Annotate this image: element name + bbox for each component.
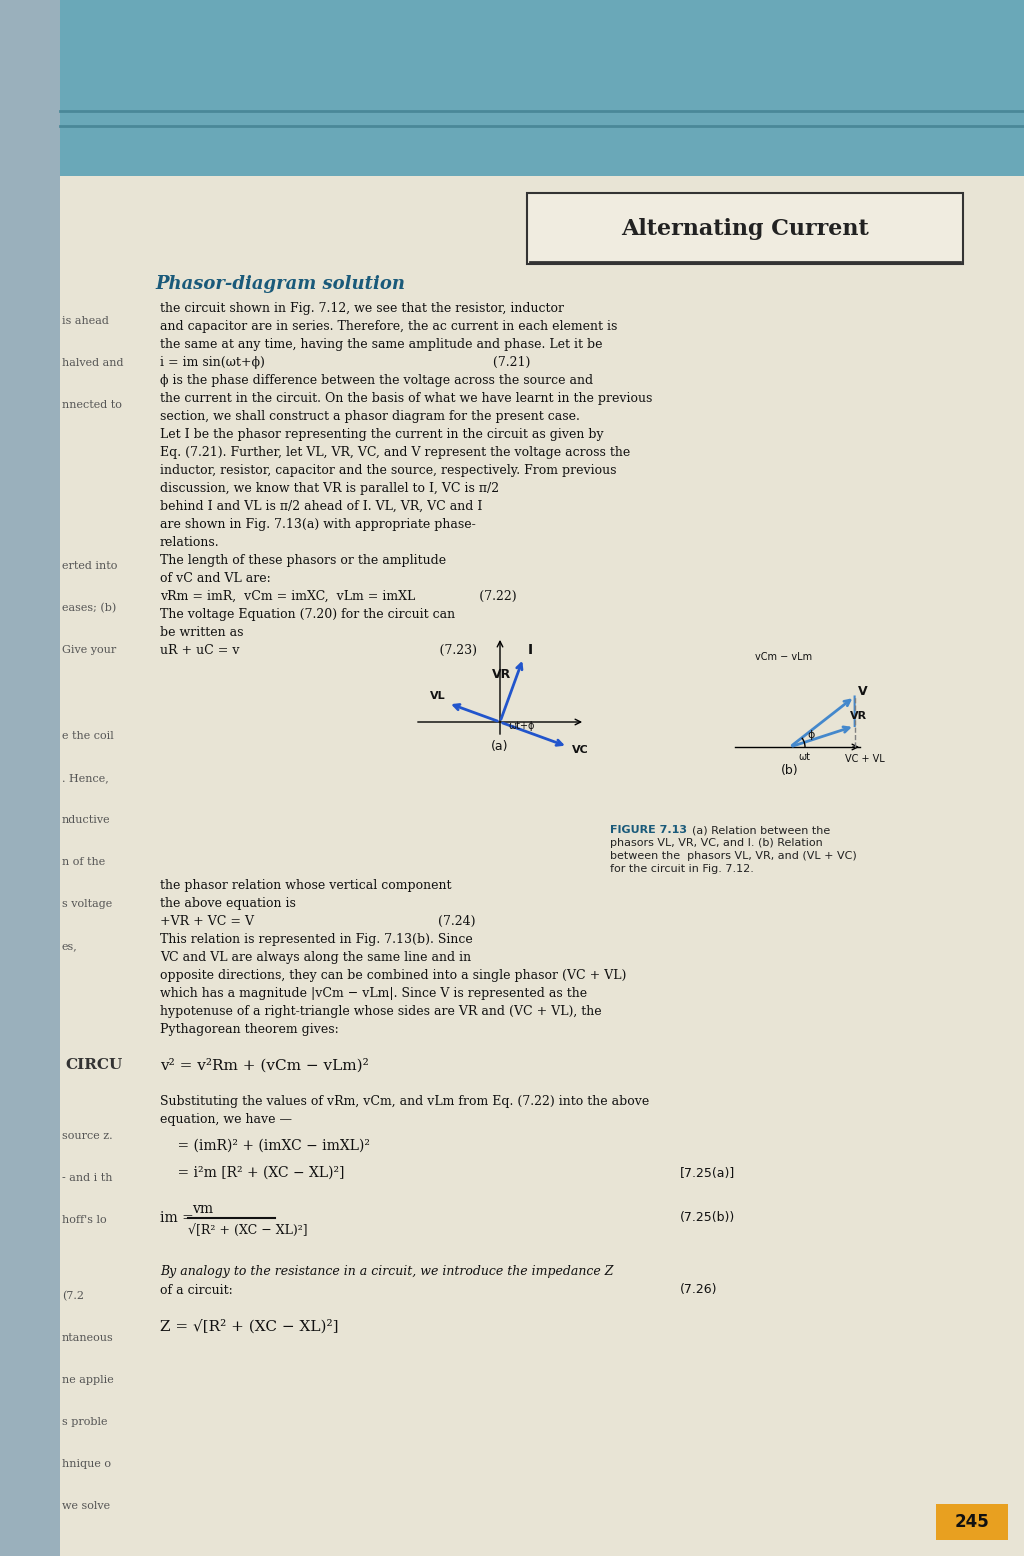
Text: V: V <box>858 685 867 697</box>
Text: (7.2: (7.2 <box>62 1291 84 1301</box>
Text: which has a magnitude |vCm − vLm|. Since V is represented as the: which has a magnitude |vCm − vLm|. Since… <box>160 987 587 999</box>
Text: ntaneous: ntaneous <box>62 1333 114 1343</box>
Text: source z.: source z. <box>62 1131 113 1141</box>
Text: (a): (a) <box>492 741 509 753</box>
Text: The voltage Equation (7.20) for the circuit can: The voltage Equation (7.20) for the circ… <box>160 607 455 621</box>
Text: - and i th: - and i th <box>62 1173 113 1183</box>
Text: discussion, we know that VR is parallel to I, VC is π/2: discussion, we know that VR is parallel … <box>160 481 499 495</box>
Text: section, we shall construct a phasor diagram for the present case.: section, we shall construct a phasor dia… <box>160 409 580 423</box>
Text: opposite directions, they can be combined into a single phasor (VC + VL): opposite directions, they can be combine… <box>160 968 627 982</box>
Text: Eq. (7.21). Further, let VL, VR, VC, and V represent the voltage across the: Eq. (7.21). Further, let VL, VR, VC, and… <box>160 445 630 459</box>
Text: e the coil: e the coil <box>62 731 114 741</box>
Polygon shape <box>0 0 60 1556</box>
Text: is ahead: is ahead <box>62 316 109 327</box>
Text: CIRCU: CIRCU <box>65 1058 122 1072</box>
Text: √[R² + (XC − XL)²]: √[R² + (XC − XL)²] <box>188 1223 307 1237</box>
Text: Alternating Current: Alternating Current <box>622 218 869 240</box>
Text: s voltage: s voltage <box>62 899 113 909</box>
Text: the phasor relation whose vertical component: the phasor relation whose vertical compo… <box>160 879 452 892</box>
Text: I: I <box>527 643 532 657</box>
Text: and capacitor are in series. Therefore, the ac current in each element is: and capacitor are in series. Therefore, … <box>160 319 617 333</box>
Text: FIGURE 7.13: FIGURE 7.13 <box>610 825 687 836</box>
Text: ϕ is the phase difference between the voltage across the source and: ϕ is the phase difference between the vo… <box>160 373 593 386</box>
Text: hoff's lo: hoff's lo <box>62 1215 106 1225</box>
Text: ϕ: ϕ <box>807 730 814 741</box>
Text: (b): (b) <box>781 764 799 776</box>
Text: v² = v²Rm + (vCm − vLm)²: v² = v²Rm + (vCm − vLm)² <box>160 1058 369 1072</box>
Text: (7.25(b)): (7.25(b)) <box>680 1212 735 1225</box>
Text: hypotenuse of a right-triangle whose sides are VR and (VC + VL), the: hypotenuse of a right-triangle whose sid… <box>160 1005 602 1018</box>
Text: VR: VR <box>850 711 866 720</box>
Text: (a) Relation between the: (a) Relation between the <box>692 825 830 836</box>
Polygon shape <box>60 0 1024 176</box>
Text: eases; (b): eases; (b) <box>62 602 117 613</box>
Text: nductive: nductive <box>62 815 111 825</box>
Text: are shown in Fig. 7.13(a) with appropriate phase-: are shown in Fig. 7.13(a) with appropria… <box>160 518 476 531</box>
Text: of a circuit:: of a circuit: <box>160 1284 232 1296</box>
Text: VC + VL: VC + VL <box>845 755 885 764</box>
Text: Give your: Give your <box>62 646 117 655</box>
Text: Let I be the phasor representing the current in the circuit as given by: Let I be the phasor representing the cur… <box>160 428 603 440</box>
Text: Substituting the values of vRm, vCm, and vLm from Eq. (7.22) into the above: Substituting the values of vRm, vCm, and… <box>160 1094 649 1108</box>
Text: VC and VL are always along the same line and in: VC and VL are always along the same line… <box>160 951 471 963</box>
Text: es,: es, <box>62 941 78 951</box>
Text: ωt+ϕ: ωt+ϕ <box>508 720 535 731</box>
Text: The length of these phasors or the amplitude: The length of these phasors or the ampli… <box>160 554 446 566</box>
Text: im =: im = <box>160 1211 194 1225</box>
Text: the current in the circuit. On the basis of what we have learnt in the previous: the current in the circuit. On the basis… <box>160 392 652 405</box>
Text: relations.: relations. <box>160 535 219 549</box>
Text: nnected to: nnected to <box>62 400 122 409</box>
Text: inductor, resistor, capacitor and the source, respectively. From previous: inductor, resistor, capacitor and the so… <box>160 464 616 476</box>
Text: i = im sin(ωt+ϕ)                                                         (7.21): i = im sin(ωt+ϕ) (7.21) <box>160 355 530 369</box>
Text: Z = √[R² + (XC − XL)²]: Z = √[R² + (XC − XL)²] <box>160 1319 339 1333</box>
Text: VR: VR <box>493 668 512 680</box>
Text: the above equation is: the above equation is <box>160 896 296 910</box>
Text: vm: vm <box>193 1201 213 1215</box>
Text: be written as: be written as <box>160 626 244 638</box>
Text: behind I and VL is π/2 ahead of I. VL, VR, VC and I: behind I and VL is π/2 ahead of I. VL, V… <box>160 499 482 512</box>
Text: Pythagorean theorem gives:: Pythagorean theorem gives: <box>160 1022 339 1035</box>
Text: By analogy to the resistance in a circuit, we introduce the impedance Z: By analogy to the resistance in a circui… <box>160 1265 613 1279</box>
FancyBboxPatch shape <box>936 1505 1008 1540</box>
Text: uR + uC = v                                                  (7.23): uR + uC = v (7.23) <box>160 644 477 657</box>
Text: ne applie: ne applie <box>62 1376 114 1385</box>
Text: = i²m [R² + (XC − XL)²]: = i²m [R² + (XC − XL)²] <box>160 1165 344 1179</box>
Text: VC: VC <box>571 745 589 755</box>
Text: = (imR)² + (imXC − imXL)²: = (imR)² + (imXC − imXL)² <box>160 1139 370 1153</box>
Text: s proble: s proble <box>62 1418 108 1427</box>
Text: VL: VL <box>430 691 445 702</box>
FancyBboxPatch shape <box>527 193 963 265</box>
Text: phasors VL, VR, VC, and I. (b) Relation: phasors VL, VR, VC, and I. (b) Relation <box>610 839 822 848</box>
Text: ωt: ωt <box>798 752 810 762</box>
Text: +VR + VC = V                                              (7.24): +VR + VC = V (7.24) <box>160 915 475 927</box>
Text: (7.26): (7.26) <box>680 1284 718 1296</box>
Text: This relation is represented in Fig. 7.13(b). Since: This relation is represented in Fig. 7.1… <box>160 932 473 946</box>
Text: between the  phasors VL, VR, and (VL + VC): between the phasors VL, VR, and (VL + VC… <box>610 851 857 860</box>
Text: . Hence,: . Hence, <box>62 773 109 783</box>
Text: erted into: erted into <box>62 562 118 571</box>
Text: [7.25(a)]: [7.25(a)] <box>680 1167 735 1179</box>
Text: for the circuit in Fig. 7.12.: for the circuit in Fig. 7.12. <box>610 864 754 874</box>
Text: we solve: we solve <box>62 1502 111 1511</box>
Text: hnique o: hnique o <box>62 1460 111 1469</box>
Text: 245: 245 <box>954 1512 989 1531</box>
Text: the circuit shown in Fig. 7.12, we see that the resistor, inductor: the circuit shown in Fig. 7.12, we see t… <box>160 302 564 314</box>
Text: of vC and VL are:: of vC and VL are: <box>160 571 270 585</box>
Polygon shape <box>60 0 1024 1556</box>
Text: equation, we have —: equation, we have — <box>160 1113 292 1125</box>
Text: vRm = imR,  vCm = imXC,  vLm = imXL                (7.22): vRm = imR, vCm = imXC, vLm = imXL (7.22) <box>160 590 517 602</box>
Text: n of the: n of the <box>62 857 105 867</box>
Text: vCm − vLm: vCm − vLm <box>755 652 812 661</box>
Text: the same at any time, having the same amplitude and phase. Let it be: the same at any time, having the same am… <box>160 338 602 350</box>
Text: halved and: halved and <box>62 358 124 369</box>
Text: Phasor-diagram solution: Phasor-diagram solution <box>155 275 406 293</box>
